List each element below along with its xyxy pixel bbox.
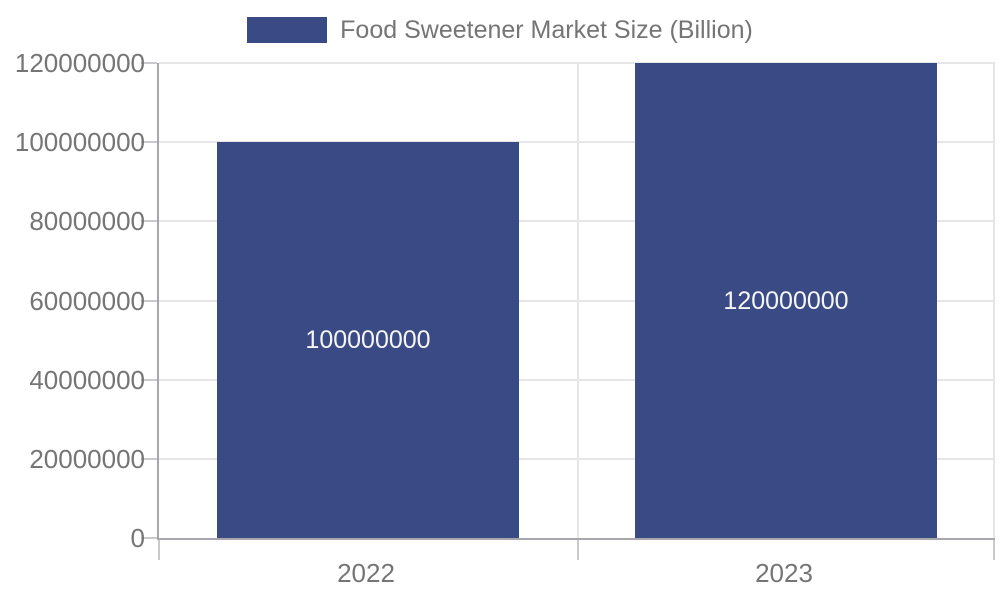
y-axis-tick <box>141 299 157 302</box>
bar: 100000000 <box>217 142 519 538</box>
gridline <box>993 63 995 538</box>
legend: Food Sweetener Market Size (Billion) <box>0 16 1000 44</box>
y-axis-tick <box>141 141 157 144</box>
y-axis-tick <box>141 62 157 64</box>
x-axis-tick-label: 2023 <box>755 558 813 588</box>
y-axis-tick-label: 20000000 <box>29 443 145 474</box>
x-axis-tick <box>577 540 579 560</box>
y-axis-tick-label: 60000000 <box>29 285 145 316</box>
y-axis-tick <box>141 220 157 223</box>
x-axis-tick <box>158 540 160 560</box>
y-axis-tick-label: 0 <box>130 523 145 553</box>
plot-area: 100000000 120000000 <box>141 62 995 560</box>
bar-value-label: 120000000 <box>723 287 849 315</box>
y-axis-tick-label: 120000000 <box>14 48 145 78</box>
legend-label: Food Sweetener Market Size (Billion) <box>340 16 753 44</box>
y-axis-tick-label: 80000000 <box>29 206 145 237</box>
y-axis-tick <box>141 537 157 539</box>
y-axis-tick <box>141 378 157 381</box>
legend-item[interactable]: Food Sweetener Market Size (Billion) <box>247 16 753 44</box>
legend-color-swatch-icon <box>247 17 328 43</box>
bar-value-label: 100000000 <box>305 326 431 354</box>
y-axis-tick-label: 40000000 <box>29 364 145 395</box>
bar: 120000000 <box>635 63 937 538</box>
gridline <box>577 63 579 538</box>
y-axis-tick-label: 100000000 <box>14 127 145 158</box>
x-axis-tick-label: 2022 <box>337 558 395 588</box>
x-axis-tick <box>993 540 995 560</box>
y-axis-tick <box>141 457 157 460</box>
